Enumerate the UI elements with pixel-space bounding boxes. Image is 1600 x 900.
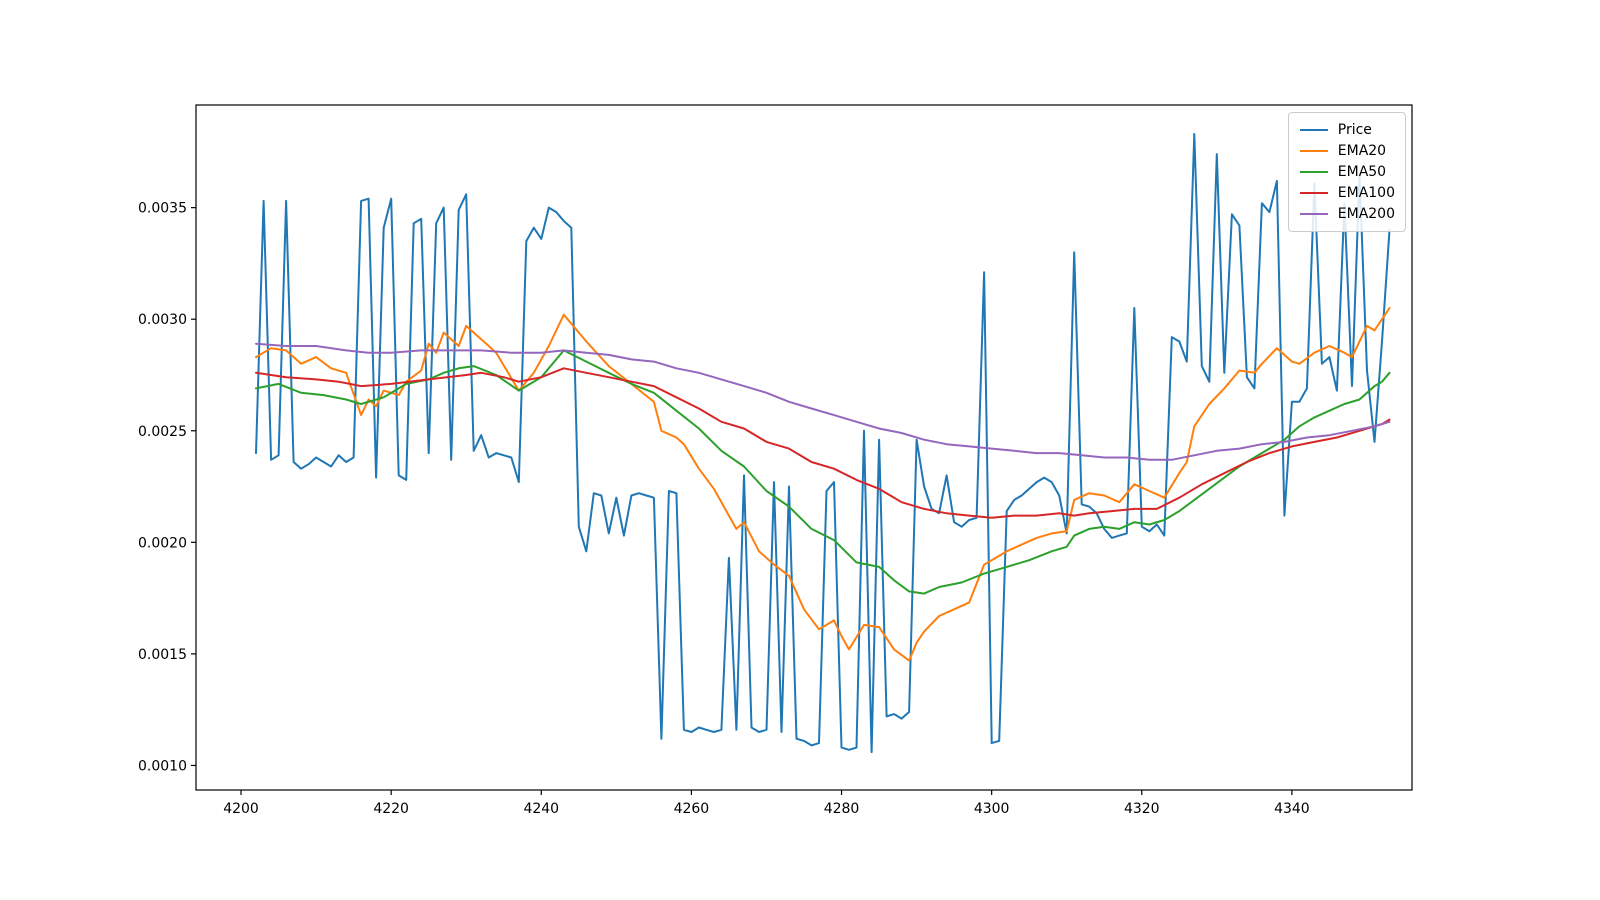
legend-line-ema100-icon	[1299, 192, 1328, 194]
x-tick-label: 4280	[824, 801, 860, 817]
price-line	[255, 133, 1391, 754]
y-tick-label: 0.0010	[138, 758, 187, 774]
x-tick-label: 4200	[223, 801, 259, 817]
legend-line-ema200-icon	[1299, 213, 1328, 215]
x-tick-label: 4240	[523, 801, 559, 817]
ema100-line	[255, 367, 1391, 519]
legend-item-ema50: EMA50	[1299, 162, 1395, 182]
y-tick-label: 0.0015	[138, 647, 187, 663]
x-tick-label: 4320	[1124, 801, 1160, 817]
legend: Price EMA20 EMA50 EMA100 EMA200	[1287, 112, 1406, 232]
y-tick-label: 0.0035	[138, 201, 187, 217]
axes-spines	[195, 104, 1413, 791]
legend-item-ema200: EMA200	[1299, 204, 1395, 224]
x-tick-label: 4300	[974, 801, 1010, 817]
legend-label-ema200: EMA200	[1337, 206, 1395, 222]
legend-label-ema100: EMA100	[1337, 185, 1395, 201]
y-tick-label: 0.0030	[138, 312, 187, 328]
legend-label-ema20: EMA20	[1337, 143, 1387, 159]
legend-item-price: Price	[1299, 120, 1395, 140]
legend-line-price-icon	[1299, 129, 1328, 131]
legend-line-ema20-icon	[1299, 150, 1328, 152]
x-tick-label: 4220	[373, 801, 409, 817]
legend-label-price: Price	[1337, 122, 1372, 138]
legend-label-ema50: EMA50	[1337, 164, 1387, 180]
legend-item-ema20: EMA20	[1299, 141, 1395, 161]
legend-item-ema100: EMA100	[1299, 183, 1395, 203]
y-tick-label: 0.0020	[138, 535, 187, 551]
legend-line-ema50-icon	[1299, 171, 1328, 173]
y-tick-label: 0.0025	[138, 424, 187, 440]
ema200-line	[255, 342, 1391, 461]
x-tick-label: 4340	[1274, 801, 1310, 817]
x-tick-label: 4260	[674, 801, 710, 817]
ema20-line	[255, 307, 1391, 662]
